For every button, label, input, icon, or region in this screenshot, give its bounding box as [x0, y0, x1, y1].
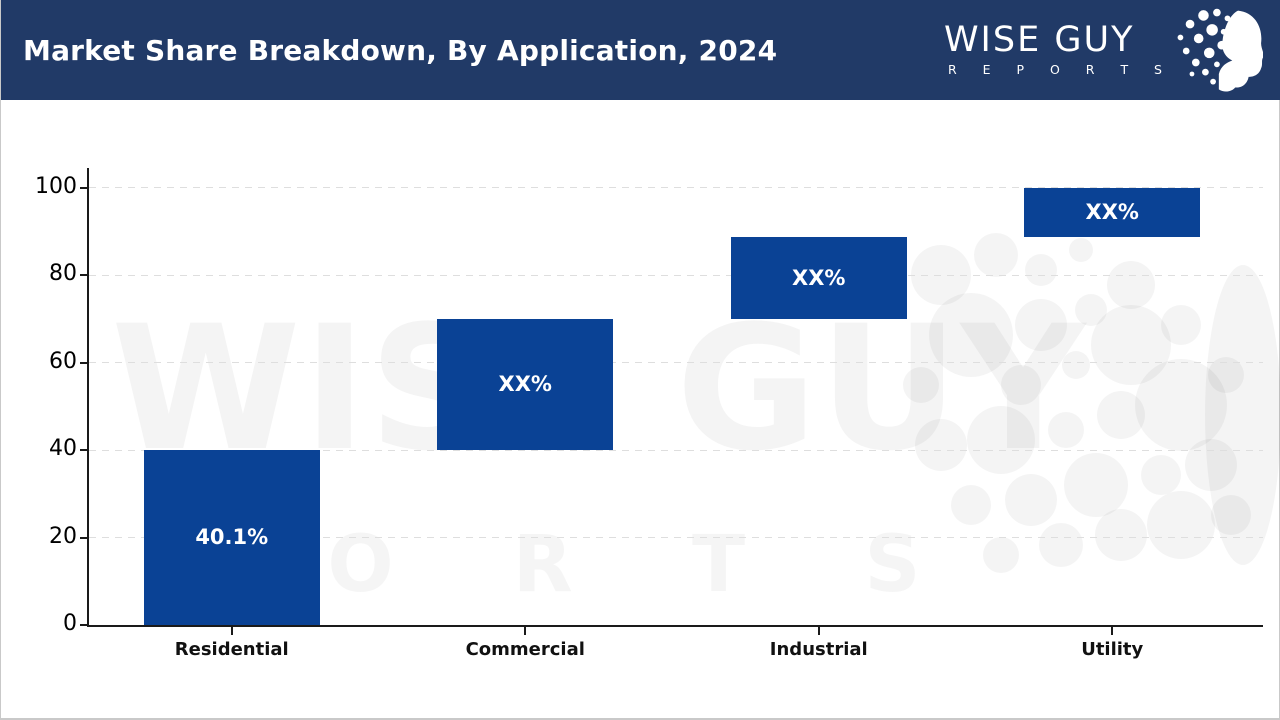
bar-residential: 40.1% [143, 449, 320, 625]
y-tick-mark [80, 361, 89, 364]
x-axis-line [87, 625, 1263, 627]
x-tick-mark [524, 627, 527, 635]
y-tick-label: 20 [49, 523, 77, 549]
y-tick-label: 80 [49, 261, 77, 286]
gridline-80 [89, 274, 1263, 276]
gridline-20 [89, 537, 1263, 538]
bar-value-label: 40.1% [195, 525, 269, 550]
brand-name: WISE GUY [943, 20, 1135, 60]
y-tick-label: 60 [49, 348, 77, 374]
y-tick-mark [80, 449, 89, 451]
x-tick-mark [1111, 627, 1114, 635]
gridline-100 [89, 187, 1263, 188]
category-label-residential: Residential [174, 639, 289, 660]
y-tick-label: 40 [49, 436, 77, 461]
gridline-40 [89, 449, 1263, 451]
bar-utility: XX% [1024, 187, 1201, 237]
gridline-60 [89, 362, 1263, 363]
y-tick-label: 0 [63, 611, 77, 636]
category-label-utility: Utility [1081, 639, 1144, 660]
x-tick-mark [817, 627, 820, 635]
bar-industrial: XX% [730, 236, 907, 319]
bar-value-label: XX% [498, 372, 552, 397]
bar-value-label: XX% [1085, 200, 1139, 224]
brand-text: WISE GUY R E P O R T S [943, 20, 1173, 78]
chart-title: Market Share Breakdown, By Application, … [23, 33, 778, 67]
bar-commercial: XX% [437, 318, 614, 450]
header-bar: Market Share Breakdown, By Application, … [1, 0, 1280, 100]
y-tick-mark [80, 186, 89, 189]
y-tick-label: 100 [35, 173, 77, 199]
category-label-industrial: Industrial [769, 639, 868, 660]
x-tick-mark [230, 627, 233, 635]
y-tick-mark [80, 536, 89, 539]
y-tick-mark [80, 624, 89, 626]
brand-logo: WISE GUY R E P O R T S [944, 6, 1263, 94]
y-axis-line [87, 168, 89, 627]
y-tick-mark [80, 274, 89, 276]
bar-value-label: XX% [792, 265, 846, 290]
category-label-commercial: Commercial [465, 639, 585, 660]
wiseguy-head-icon [1177, 8, 1263, 92]
brand-subtitle: R E P O R T S [947, 62, 1173, 77]
